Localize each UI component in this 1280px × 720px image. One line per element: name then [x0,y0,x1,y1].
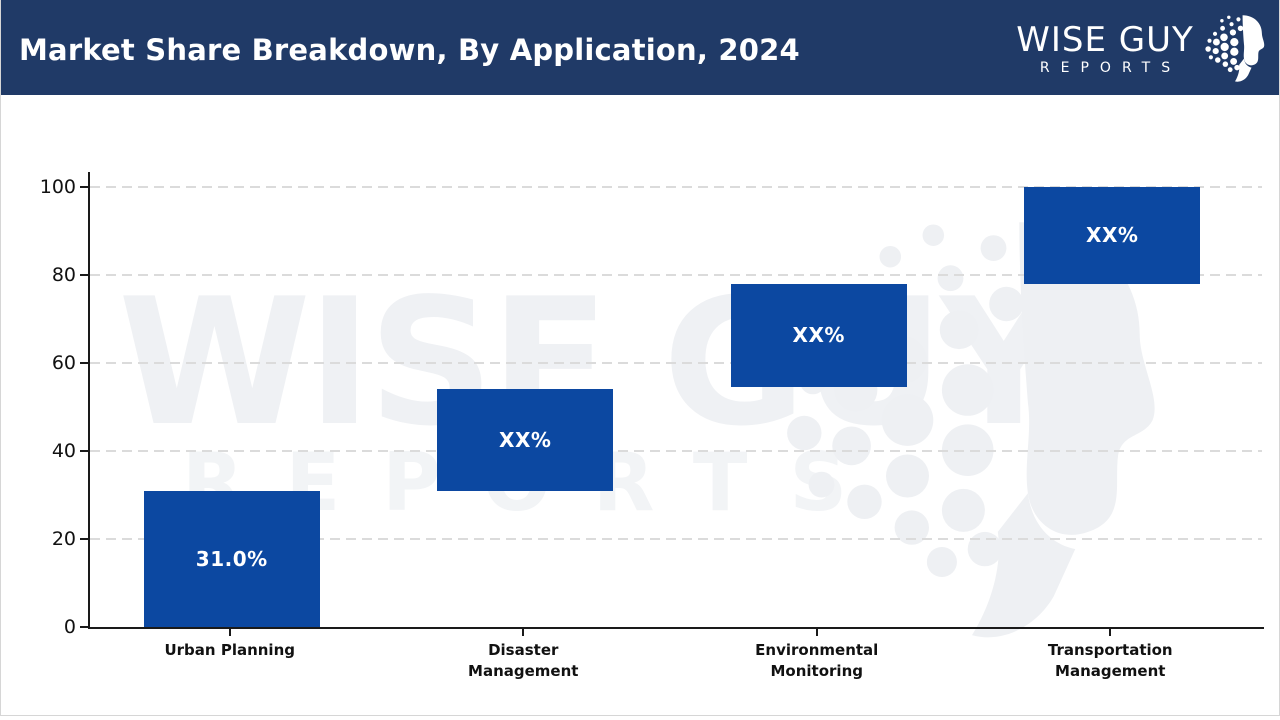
y-tick-mark-80 [80,274,88,276]
gridline-40 [90,450,1262,452]
y-tick-mark-100 [80,186,88,188]
category-label: Transportation Management [1047,641,1173,680]
y-tick-label-20: 20 [51,528,76,550]
gridline-80 [90,274,1262,276]
bar-segment: XX% [437,389,614,491]
x-tick-mark [522,628,525,636]
brand-reports-text: REPORTS [1039,60,1182,76]
bar-value-label: XX% [499,427,552,452]
bar-segment: XX% [1024,187,1201,284]
y-tick-label-40: 40 [51,440,76,462]
y-tick-label-100: 100 [39,176,76,198]
header-bar: Market Share Breakdown, By Application, … [0,0,1280,95]
x-tick-mark [815,628,818,636]
bar-segment: 31.0% [143,490,320,627]
x-tick-mark [228,628,231,636]
category-label: Urban Planning [164,641,295,659]
gridline-20 [90,538,1262,540]
gridline-60 [90,362,1262,364]
y-tick-label-60: 60 [51,352,76,374]
brand-name-text: WISE GUY [1016,20,1194,60]
dotted-head-icon [1204,10,1266,92]
y-tick-mark-60 [80,362,88,364]
y-tick-mark-40 [80,450,88,452]
plot-area: 31.0% XX% XX% XX% [88,172,1264,629]
y-tick-label-0: 0 [63,616,76,638]
brand-wordmark: WISE GUY REPORTS [1016,22,1194,76]
y-tick-label-80: 80 [51,264,76,286]
bar-value-label: 31.0% [195,546,268,571]
page-title: Market Share Breakdown, By Application, … [19,33,800,67]
y-tick-mark-20 [80,538,88,540]
gridline-100 [90,186,1262,188]
bar-value-label: XX% [792,323,845,348]
category-label: Disaster Management [468,641,579,680]
brand-logo: WISE GUY REPORTS [1016,8,1266,90]
x-tick-mark [1109,628,1112,636]
bar-value-label: XX% [1086,223,1139,248]
y-tick-mark-0 [80,626,88,628]
bar-segment: XX% [730,283,907,388]
category-label: Environmental Monitoring [755,641,879,680]
